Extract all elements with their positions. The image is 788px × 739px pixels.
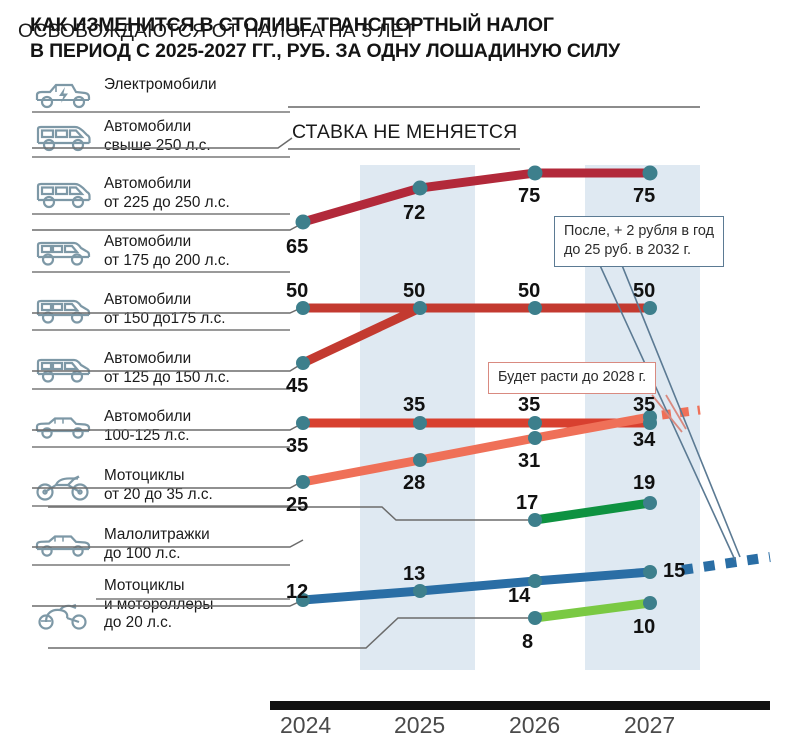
legend-label-100-125: Автомобили 100-125 л.с. [104,408,192,444]
legend-rule [32,505,290,507]
value-label: 50 [518,280,541,302]
x-tick-2027: 2027 [624,712,676,738]
legend-rule [32,213,290,215]
series-line-150-175 [301,303,422,368]
legend-rule [32,446,290,448]
legend-rule [32,271,290,273]
value-label: 34 [633,429,656,451]
x-tick-2024: 2024 [280,712,332,738]
value-label: 19 [633,472,656,494]
callout-pointer-after [591,247,741,561]
legend-rule [32,329,290,331]
value-label: 50 [633,280,656,302]
series-line-scooter [534,598,651,623]
legend-label-over-250: Автомобили свыше 250 л.с. [104,118,211,154]
series-dash-small-car [681,552,771,575]
value-label: 50 [403,280,426,302]
electric-car-icon [32,78,94,112]
van-icon [32,120,94,154]
callout-after-2027: После, + 2 рубля в год до 25 руб. в 2032… [554,216,724,267]
value-label: 45 [286,375,309,397]
legend-rule [32,156,290,158]
value-label: 35 [403,394,426,416]
data-point-dots [295,165,658,625]
callout-pointer-grow [651,394,687,433]
motorcycle-icon [32,469,94,503]
value-label: 14 [508,585,531,607]
legend-rule [32,388,290,390]
series-line-225-250 [298,168,655,227]
value-label: 13 [403,563,426,585]
x-tick-2025: 2025 [394,712,446,738]
legend-label-scooter: Мотоциклы и мотороллеры до 20 л.с. [104,577,214,631]
page-title: КАК ИЗМЕНИТСЯ В СТОЛИЦЕ ТРАНСПОРТНЫЙ НАЛ… [30,12,750,64]
callout-grow-2028: Будет расти до 2028 г. [488,362,657,394]
value-label: 25 [286,494,309,516]
value-label: 28 [403,472,426,494]
chart-svg [32,137,771,649]
legend-label-225-250: Автомобили от 225 до 250 л.с. [104,175,230,211]
x-tick-2026: 2026 [509,712,561,738]
legend-label-small-car: Малолитражки до 100 л.с. [104,526,210,562]
value-label: 75 [633,185,656,207]
value-label: 12 [286,581,309,603]
van-icon [32,177,94,211]
value-label: 10 [633,616,656,638]
sedan-icon [32,410,94,444]
suv-icon [32,235,94,269]
statement-unchanged-rule [288,148,520,150]
value-label: 31 [518,450,541,472]
value-label: 35 [518,394,541,416]
value-label: 50 [286,280,309,302]
value-label: 35 [286,435,309,457]
x-axis-line [270,701,770,710]
scooter-icon [32,599,94,633]
series-line-100-125 [302,412,651,487]
legend-rule [32,564,290,566]
legend-rule [32,111,290,113]
value-label: 8 [522,631,534,653]
statement-unchanged: СТАВКА НЕ МЕНЯЕТСЯ [292,121,518,143]
series-line-small-car [302,567,651,605]
value-label: 72 [403,202,426,224]
series-line-moto-20-35 [534,498,651,525]
title-line-2: В ПЕРИОД С 2025-2027 ГГ., РУБ. ЗА ОДНУ Л… [30,40,620,62]
small-car-icon [32,528,94,562]
value-label: 15 [663,560,686,582]
legend-label-electric: Электромобили [104,76,217,93]
suv-icon [32,352,94,386]
value-label: 65 [286,236,309,258]
chart-plot-area: 65 72 75 75 50 50 50 50 45 35 35 35 35 2… [32,60,788,738]
value-label: 75 [518,185,541,207]
connector-leaders-mid [48,506,528,649]
legend-label-175-200: Автомобили от 175 до 200 л.с. [104,233,230,269]
legend-rule [96,598,290,600]
value-label: 17 [516,492,539,514]
statement-exempt: ОСВОБОЖДАЮТСЯ ОТ НАЛОГА НА 5 ЛЕТ [18,20,416,42]
legend-label-moto-20-35: Мотоциклы от 20 до 35 л.с. [104,467,213,503]
suv-icon [32,293,94,327]
legend-label-150-175: Автомобили от 150 до175 л.с. [104,291,226,327]
statement-exempt-rule [288,106,700,108]
title-line-1: КАК ИЗМЕНИТСЯ В СТОЛИЦЕ ТРАНСПОРТНЫЙ НАЛ… [30,14,554,36]
value-label: 35 [633,394,656,416]
legend-label-125-150: Автомобили от 125 до 150 л.с. [104,350,230,386]
